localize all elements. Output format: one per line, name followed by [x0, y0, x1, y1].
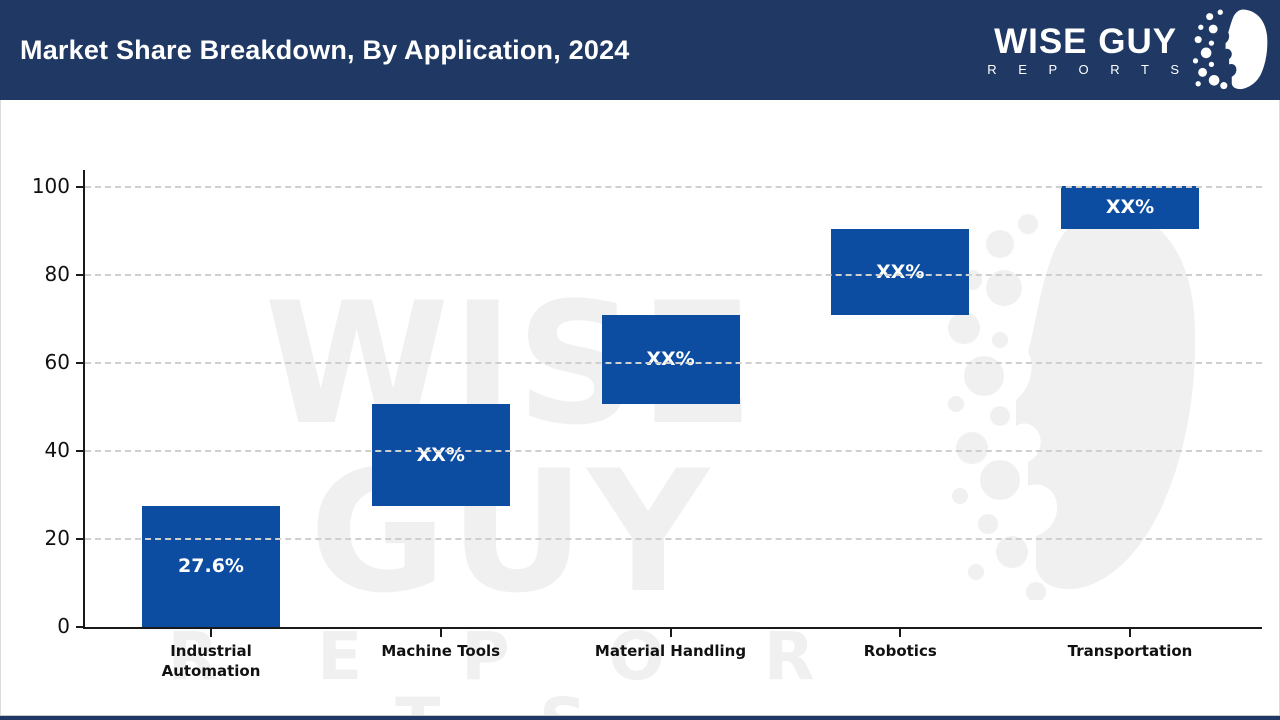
y-tick-label: 60	[44, 350, 70, 374]
logo-subtitle: R E P O R T S	[987, 62, 1188, 77]
logo-wordmark: WISE GUY	[994, 22, 1178, 61]
y-tick-mark	[76, 450, 85, 452]
y-tick-label: 20	[44, 526, 70, 550]
bar-robotics: XX%	[831, 228, 970, 316]
x-axis-line	[83, 627, 1262, 629]
bar-value-label: 27.6%	[178, 555, 244, 578]
y-tick-mark	[76, 274, 85, 276]
footer-bar	[0, 716, 1280, 720]
x-tick-mark	[1129, 628, 1131, 637]
y-tick-label: 0	[57, 614, 70, 638]
gridline	[85, 450, 1262, 452]
x-category-label: Robotics	[863, 642, 937, 660]
bar-material-handling: XX%	[601, 315, 740, 404]
logo: WISE GUY R E P O R T S	[983, 6, 1280, 94]
y-tick-mark	[76, 186, 85, 188]
bar-value-label: XX%	[646, 348, 695, 371]
x-tick-mark	[439, 628, 442, 637]
y-tick-label: 100	[31, 174, 70, 198]
y-tick-label: 80	[44, 262, 70, 286]
x-tick-mark	[210, 628, 212, 637]
x-category-label: Material Handling	[594, 642, 747, 660]
gridline	[85, 538, 1262, 540]
y-tick-mark	[76, 626, 85, 628]
bar-industrial-automation: 27.6%	[142, 505, 280, 627]
bar-transportation: XX%	[1061, 186, 1199, 229]
y-tick-mark	[76, 362, 85, 364]
page-title: Market Share Breakdown, By Application, …	[20, 34, 630, 65]
x-category-label: Industrial Automation	[161, 642, 261, 681]
x-category-label: Machine Tools	[381, 642, 501, 660]
y-tick-label: 40	[44, 438, 70, 462]
bar-value-label: XX%	[1105, 196, 1155, 219]
bar-value-label: XX%	[876, 260, 925, 283]
gridline	[85, 362, 1262, 364]
x-tick-mark	[669, 628, 672, 637]
y-axis-line	[83, 170, 85, 629]
footer-divider	[0, 715, 1280, 716]
x-category-label: Transportation	[1067, 642, 1193, 660]
dotted-head-icon	[1190, 6, 1270, 94]
header: Market Share Breakdown, By Application, …	[0, 0, 1280, 100]
bar-machine-tools: XX%	[371, 403, 510, 506]
y-tick-mark	[76, 538, 85, 540]
gridline	[85, 274, 1262, 276]
x-tick-mark	[899, 628, 902, 637]
gridline	[85, 186, 1262, 188]
bar-value-label: XX%	[416, 443, 465, 466]
logo-text: WISE GUY R E P O R T S	[983, 24, 1188, 76]
